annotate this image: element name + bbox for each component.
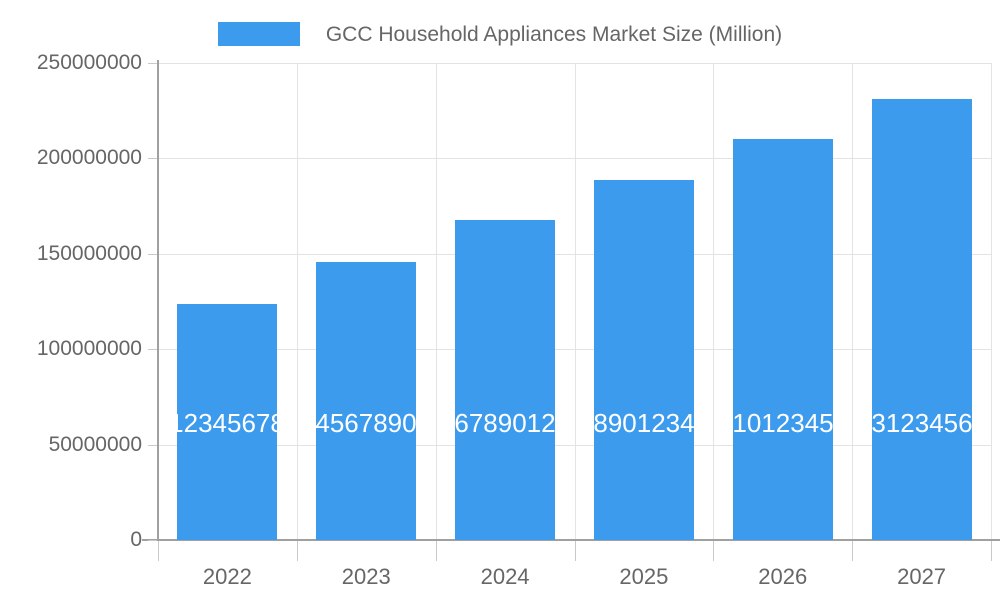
x-axis-line — [142, 539, 1000, 541]
y-axis-tick-label: 250000000 — [36, 51, 142, 74]
gridline-vertical — [297, 63, 298, 540]
gridline-vertical — [852, 63, 853, 540]
bar[interactable] — [733, 139, 833, 540]
gridline-vertical — [575, 63, 576, 540]
bar[interactable] — [177, 304, 277, 540]
y-axis-tick-label: 200000000 — [36, 146, 142, 170]
x-axis-tick-mark — [297, 541, 298, 561]
y-axis-line — [157, 60, 159, 541]
x-axis-tick-mark — [158, 541, 159, 561]
y-axis-tick-mark — [148, 253, 157, 255]
chart-legend: GCC Household Appliances Market Size (Mi… — [0, 17, 1000, 51]
y-axis-tick-mark — [148, 540, 157, 541]
legend-label: GCC Household Appliances Market Size (Mi… — [325, 22, 783, 46]
x-axis-tick-mark — [713, 541, 714, 561]
x-axis-tick-label: 2022 — [202, 564, 252, 589]
y-axis-tick-label: 150000000 — [36, 241, 142, 265]
y-axis-tick-label: 50000000 — [48, 432, 142, 456]
gridline-horizontal — [158, 253, 991, 255]
y-axis-tick-label: 0 — [130, 528, 142, 551]
gridline-horizontal — [158, 349, 991, 351]
x-axis-tick-label: 2026 — [758, 564, 808, 589]
y-axis-tick-mark — [148, 349, 157, 351]
gridline-horizontal — [158, 158, 991, 160]
gridline-horizontal — [158, 63, 991, 64]
x-axis-tick-label: 2024 — [480, 564, 530, 589]
x-axis-tick-label: 2027 — [897, 564, 947, 589]
x-axis-tick-mark — [852, 541, 853, 561]
x-axis-tick-mark — [436, 541, 437, 561]
y-axis-tick-mark — [148, 158, 157, 160]
x-axis-tick-label: 2023 — [341, 564, 391, 589]
x-axis-tick-label: 2025 — [619, 564, 669, 589]
bar[interactable] — [455, 220, 555, 540]
gridline-vertical — [713, 63, 714, 540]
bar[interactable] — [872, 99, 972, 540]
bar[interactable] — [594, 180, 694, 540]
legend-swatch-icon — [217, 22, 300, 46]
y-axis-tick-label: 100000000 — [36, 337, 142, 361]
bar[interactable] — [316, 262, 416, 540]
x-axis-tick-mark — [991, 541, 992, 561]
y-axis-labels: 0 50000000 100000000 150000000 200000000 2500… — [0, 0, 157, 600]
y-axis-tick-mark — [148, 444, 157, 446]
y-axis-tick-mark — [148, 63, 157, 64]
x-axis-tick-mark — [575, 541, 576, 561]
gridline-horizontal — [158, 444, 991, 446]
gridline-vertical — [991, 63, 992, 540]
gridline-vertical — [436, 63, 437, 540]
